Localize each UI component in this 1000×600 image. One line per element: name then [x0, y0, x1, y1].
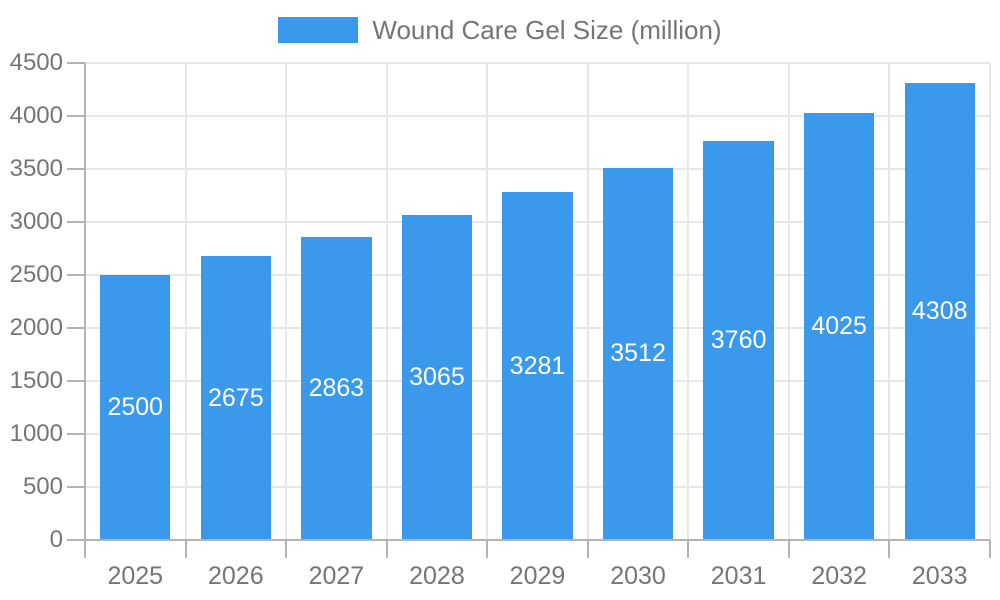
- x-axis-tick: [486, 540, 489, 558]
- gridline-vertical: [285, 63, 288, 540]
- y-axis-tick: [67, 380, 85, 382]
- bar: 2863: [301, 236, 372, 540]
- x-axis-tick: [586, 540, 589, 558]
- x-tick-label: 2030: [610, 562, 666, 590]
- x-axis-tick: [787, 540, 790, 558]
- y-tick-label: 3000: [9, 208, 63, 235]
- y-tick-label: 4000: [9, 102, 63, 129]
- bar-value-label: 3281: [509, 351, 566, 380]
- bar-value-label: 3065: [409, 363, 465, 392]
- legend-swatch: [278, 17, 359, 43]
- gridline-horizontal: [85, 168, 990, 170]
- bar: 2675: [200, 256, 271, 540]
- y-tick-label: 2500: [9, 261, 63, 288]
- x-axis-tick: [84, 540, 86, 558]
- x-tick-label: 2026: [208, 562, 264, 590]
- bar: 3760: [703, 141, 774, 540]
- y-axis-tick: [67, 274, 85, 276]
- gridline-vertical: [989, 63, 991, 540]
- y-axis-tick: [67, 168, 85, 170]
- bar-value-label: 3512: [610, 339, 666, 368]
- x-axis-tick: [285, 540, 288, 558]
- gridline-vertical: [486, 63, 489, 540]
- y-axis-tick: [67, 433, 85, 435]
- x-axis-tick: [687, 540, 690, 558]
- y-tick-label: 3500: [9, 155, 63, 182]
- y-axis-tick: [67, 539, 85, 541]
- x-tick-label: 2025: [107, 562, 164, 590]
- x-tick-label: 2029: [509, 562, 566, 590]
- x-tick-label: 2032: [811, 562, 867, 590]
- bar: 3281: [502, 192, 573, 540]
- legend: Wound Care Gel Size (million): [0, 14, 1000, 46]
- bar-value-label: 2675: [208, 383, 264, 412]
- x-tick-label: 2028: [409, 562, 465, 590]
- gridline-horizontal: [85, 62, 990, 64]
- y-tick-label: 500: [22, 473, 63, 500]
- bar-value-label: 4025: [811, 312, 867, 341]
- y-axis-tick: [67, 486, 85, 488]
- x-tick-label: 2033: [911, 562, 968, 590]
- gridline-vertical: [787, 63, 790, 540]
- legend-label: Wound Care Gel Size (million): [372, 14, 722, 45]
- y-tick-label: 2000: [9, 314, 63, 341]
- x-axis-tick: [989, 540, 991, 558]
- bar: 3512: [602, 167, 674, 540]
- x-axis-line: [85, 539, 990, 541]
- gridline-vertical: [385, 63, 388, 540]
- x-axis-tick: [385, 540, 388, 558]
- y-tick-label: 0: [49, 526, 63, 553]
- gridline-vertical: [888, 63, 891, 540]
- y-axis-tick: [67, 221, 85, 223]
- y-tick-label: 4500: [9, 49, 63, 76]
- gridline-horizontal: [85, 115, 990, 117]
- gridline-vertical: [184, 63, 187, 540]
- bar-value-label: 4308: [911, 297, 968, 326]
- bar-value-label: 2863: [308, 373, 365, 402]
- bar: 4025: [803, 113, 875, 540]
- y-axis-tick: [67, 327, 85, 329]
- x-tick-label: 2031: [710, 562, 767, 590]
- y-axis-line: [84, 63, 86, 540]
- y-axis-tick: [67, 115, 85, 117]
- bar-value-label: 2500: [107, 393, 164, 421]
- x-axis-tick: [888, 540, 891, 558]
- gridline-vertical: [586, 63, 589, 540]
- y-tick-label: 1000: [9, 420, 63, 447]
- x-tick-label: 2027: [308, 562, 365, 590]
- bar: 3065: [401, 215, 473, 540]
- bar-value-label: 3760: [710, 326, 767, 355]
- bar: 4308: [904, 83, 975, 540]
- y-axis-tick: [67, 62, 85, 64]
- x-axis-tick: [184, 540, 187, 558]
- gridline-vertical: [687, 63, 690, 540]
- bar: 2500: [100, 275, 171, 540]
- y-tick-label: 1500: [9, 367, 63, 394]
